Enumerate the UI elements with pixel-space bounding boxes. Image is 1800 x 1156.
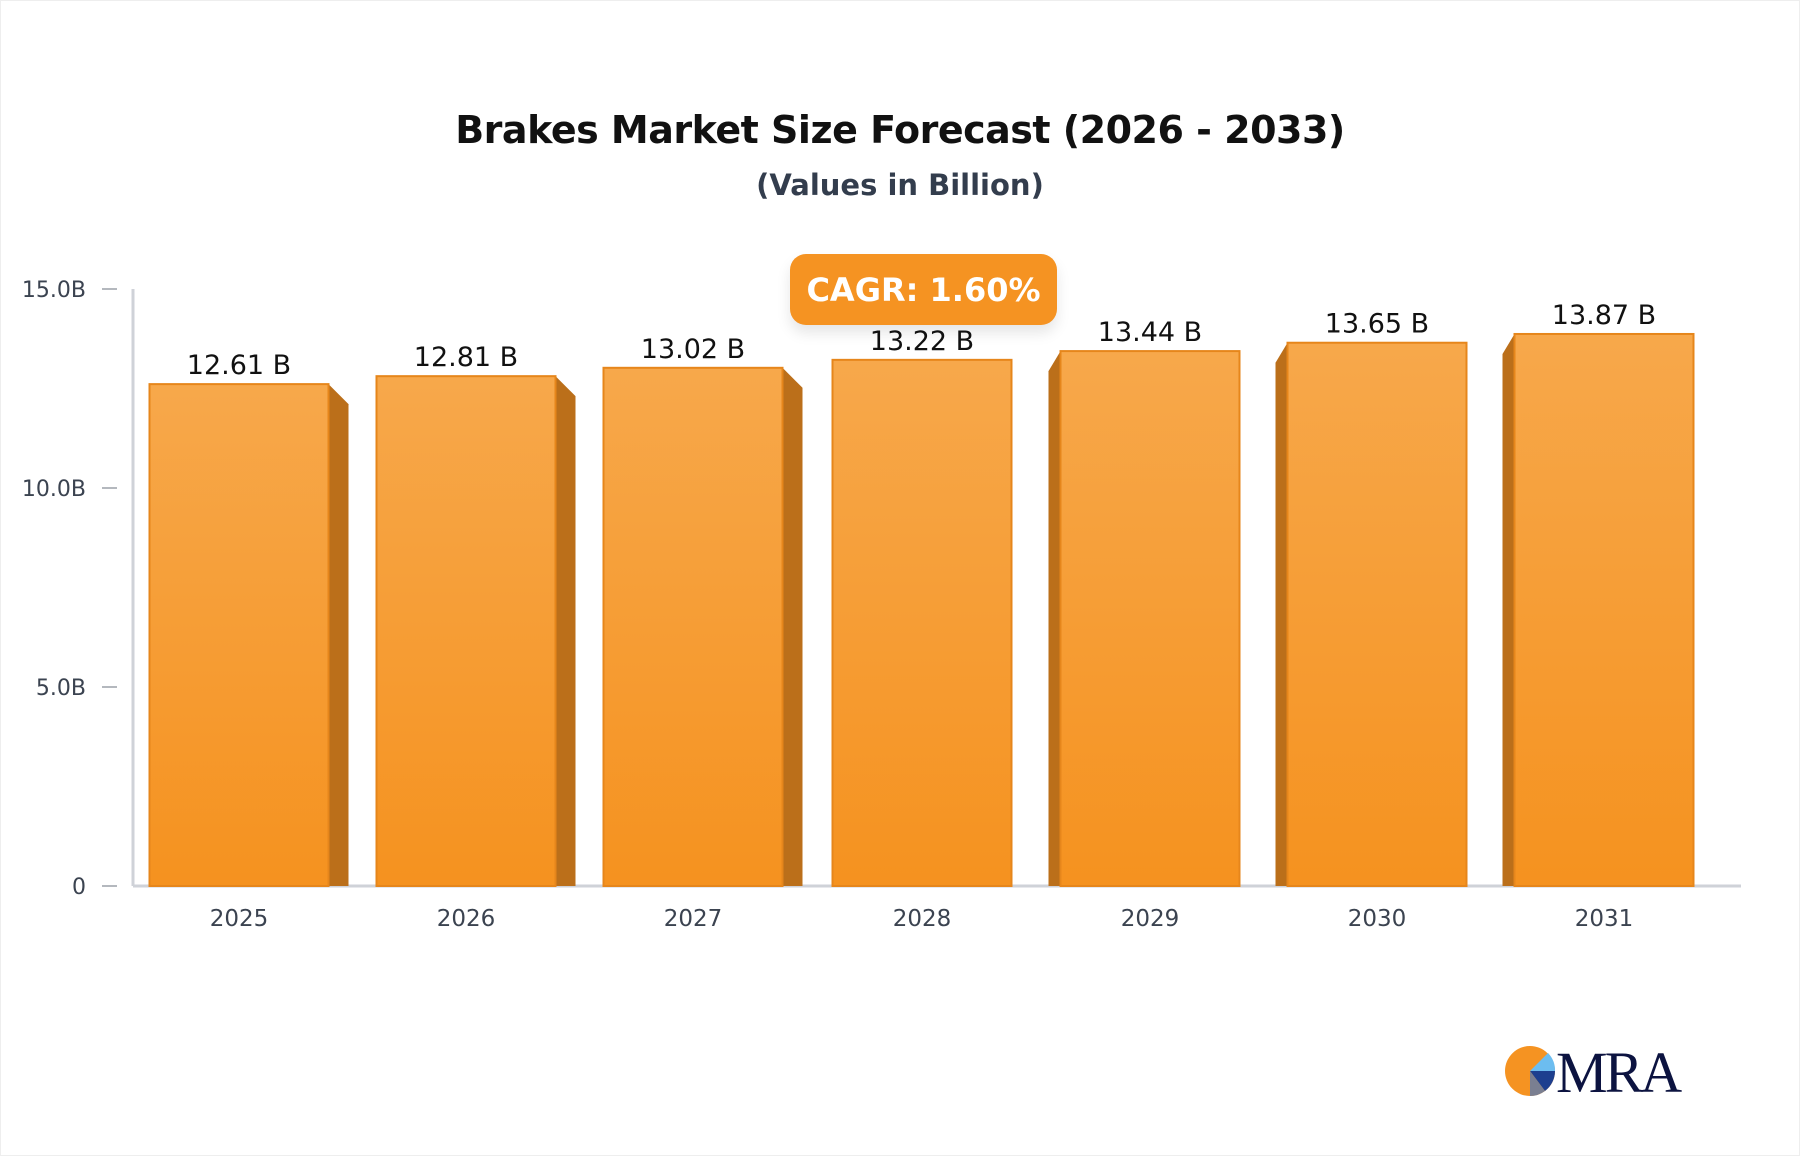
data-label: 13.65 B bbox=[1325, 309, 1429, 340]
x-tick-label: 2029 bbox=[1121, 906, 1180, 932]
bar-side bbox=[1048, 351, 1061, 886]
bar-side bbox=[1275, 342, 1288, 887]
x-tick-label: 2028 bbox=[893, 906, 952, 932]
mra-logo-icon: MRA bbox=[1505, 1042, 1685, 1100]
cagr-badge: CAGR: 1.60% bbox=[790, 254, 1057, 325]
data-label: 13.22 B bbox=[870, 326, 974, 357]
bar-side bbox=[555, 376, 576, 886]
x-tick-label: 2026 bbox=[437, 906, 496, 932]
bar bbox=[1286, 341, 1468, 888]
bar-side bbox=[1502, 333, 1515, 886]
bar bbox=[831, 358, 1013, 887]
svg-text:MRA: MRA bbox=[1556, 1042, 1682, 1100]
x-tick-label: 2025 bbox=[210, 906, 269, 932]
data-label: 13.87 B bbox=[1552, 300, 1656, 331]
y-tick-label: 15.0B bbox=[22, 278, 86, 303]
data-label: 12.81 B bbox=[414, 342, 518, 373]
mra-logo: MRA bbox=[1504, 1042, 1694, 1100]
data-label: 13.02 B bbox=[641, 334, 745, 365]
y-tick-label: 5.0B bbox=[36, 676, 86, 701]
bar bbox=[1513, 332, 1695, 887]
bar bbox=[375, 375, 557, 887]
bar bbox=[602, 366, 784, 887]
bar bbox=[148, 383, 330, 887]
bar-side bbox=[782, 367, 803, 887]
chart-subtitle: (Values in Billion) bbox=[756, 168, 1044, 202]
bar bbox=[1059, 350, 1241, 887]
y-tick-label: 10.0B bbox=[22, 477, 86, 502]
chart-title: Brakes Market Size Forecast (2026 - 2033… bbox=[455, 108, 1345, 152]
x-tick-label: 2031 bbox=[1575, 906, 1634, 932]
bar-side bbox=[328, 384, 349, 886]
x-tick-label: 2030 bbox=[1348, 906, 1407, 932]
y-tick-label: 0 bbox=[72, 875, 86, 900]
data-label: 12.61 B bbox=[187, 350, 291, 381]
x-tick-label: 2027 bbox=[664, 906, 723, 932]
data-label: 13.44 B bbox=[1098, 317, 1202, 348]
